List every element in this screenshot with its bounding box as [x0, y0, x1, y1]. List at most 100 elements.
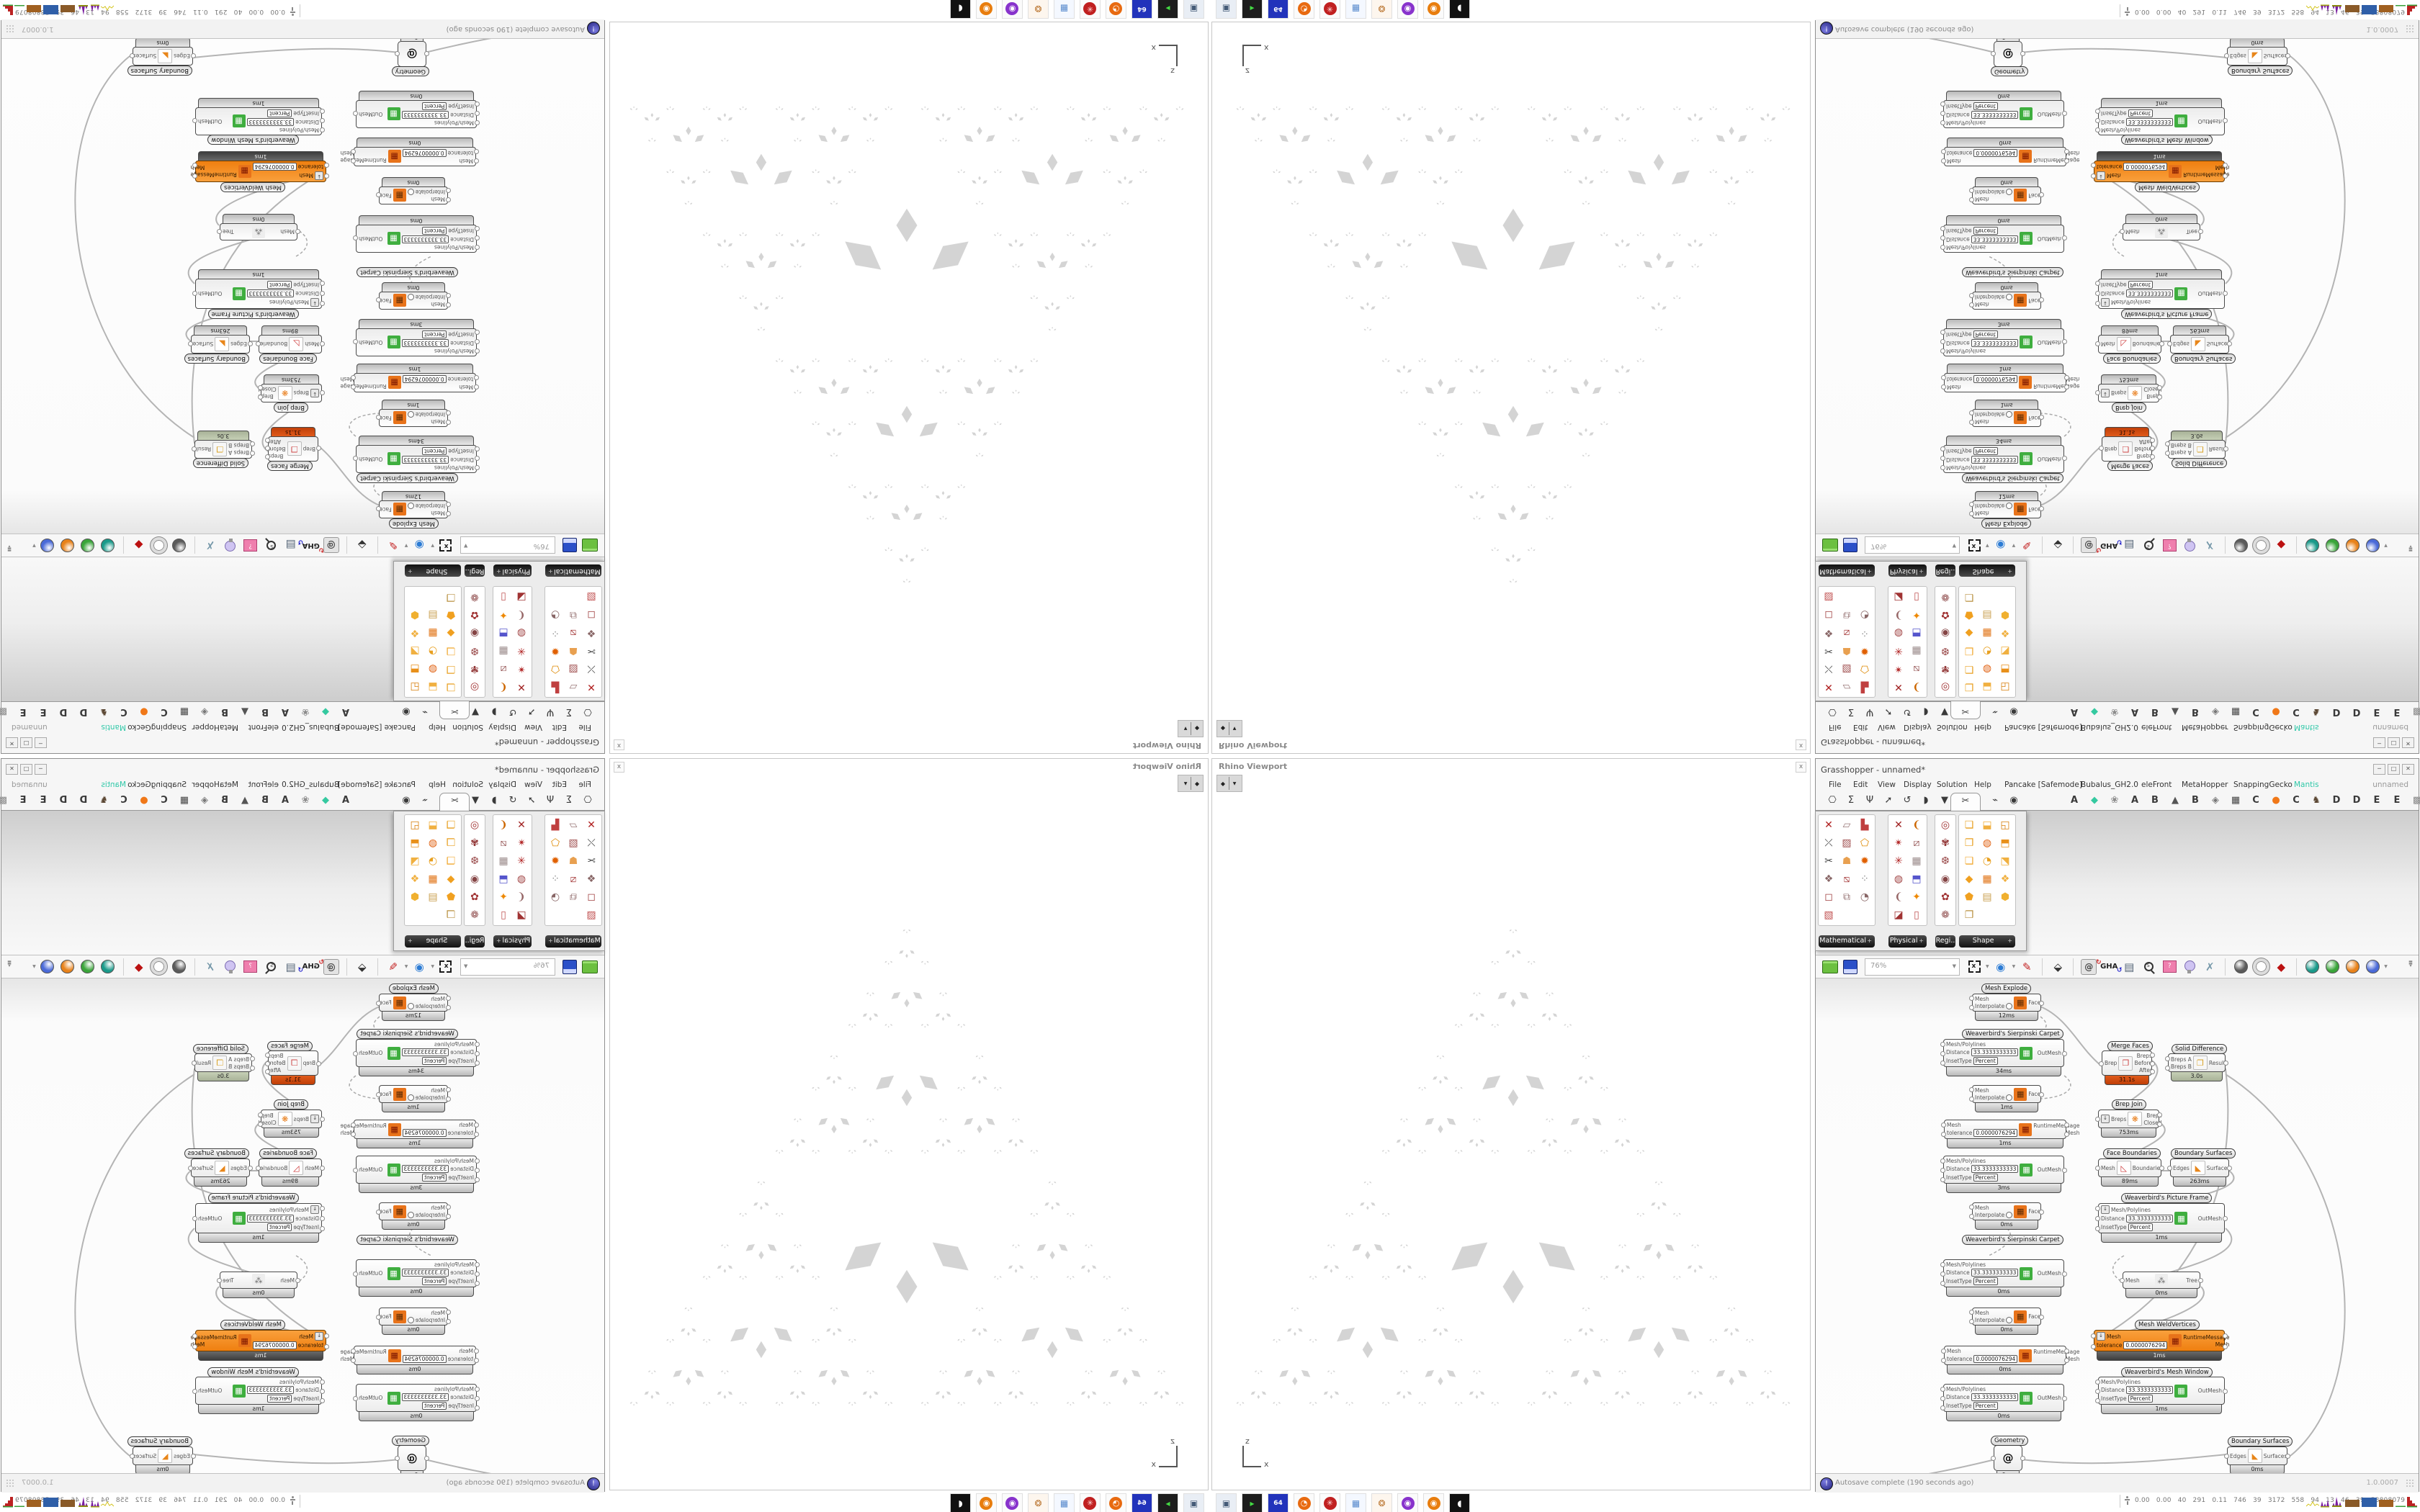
ball-green-icon[interactable]	[79, 958, 97, 976]
palette-component-icon[interactable]: ✕	[587, 681, 596, 693]
plugin-tab-9[interactable]: C	[2252, 795, 2259, 806]
node-label[interactable]: Boundary Surfaces	[127, 1436, 192, 1446]
terminal-icon[interactable]: ▸	[1242, 0, 1263, 19]
open-file-icon[interactable]	[1821, 537, 1839, 554]
menu-solution[interactable]: Solution	[452, 780, 483, 789]
viewport-mode-icon[interactable]: ◆	[1220, 725, 1226, 732]
input-port[interactable]: InsetType Percent	[247, 281, 319, 289]
chevron-down-icon[interactable]: ▼	[404, 543, 408, 548]
surface-tab[interactable]: ◗	[491, 795, 497, 806]
wire-nub[interactable]	[475, 1158, 480, 1164]
paint-app-icon[interactable]: ❂	[1371, 1493, 1392, 1512]
input-port[interactable]: Mesh	[431, 1310, 445, 1316]
plugin-tab-14[interactable]: D	[59, 795, 68, 806]
palette-category-label[interactable]: Mathematical +	[545, 935, 601, 948]
input-port[interactable]: Distance 33.3333333333	[401, 111, 474, 119]
input-port[interactable]: InsetType Percent	[2101, 109, 2173, 117]
wire-nub[interactable]	[295, 229, 300, 234]
node-label[interactable]: Weaverbird's Sierpinski Carpet	[1962, 267, 2063, 277]
node-label[interactable]: Weaverbird's Picture Frame	[207, 1193, 299, 1203]
input-port[interactable]: Mesh/Polylines	[1946, 1158, 1986, 1164]
wire-nub[interactable]	[1969, 1087, 1974, 1093]
input-port[interactable]: Mesh/Polylines	[1946, 1041, 1986, 1048]
maximize-button[interactable]: □	[2388, 737, 2400, 748]
output-port[interactable]: Boundaries	[2132, 341, 2164, 348]
palette-component-icon[interactable]: ❆	[470, 855, 479, 867]
menu-pancake[interactable]: Pancake [Safemode]	[338, 723, 416, 732]
input-port[interactable]: InsetType Percent	[402, 1402, 474, 1410]
node-label[interactable]: Weaverbird's Sierpinski Carpet	[357, 1029, 458, 1039]
palette-component-icon[interactable]: ▦	[428, 873, 438, 885]
node-label[interactable]: Geometry	[1991, 1436, 2029, 1446]
tab-selected-intersect[interactable]: ✂	[1950, 793, 1981, 811]
input-port[interactable]: Distance 33.3333333333	[1946, 1269, 2019, 1277]
input-port[interactable]: tolerance 0.0000076294	[2097, 1341, 2168, 1349]
ring-icon[interactable]	[151, 958, 168, 976]
input-port[interactable]: Mesh	[459, 158, 473, 164]
canvas-nav-widget[interactable]: ▬ ▬ ▾	[7, 544, 12, 553]
rhino-app-icon[interactable]: ◖	[950, 1493, 971, 1512]
wire-nub[interactable]	[446, 1318, 451, 1324]
wire-nub[interactable]	[475, 1060, 480, 1066]
component-bs2[interactable]: Edges ◣ Surfaces 0ms	[2224, 1446, 2290, 1473]
ball-orange-icon[interactable]	[59, 537, 76, 554]
palette-component-icon[interactable]: ⧄	[500, 663, 507, 675]
plugin-tab-2[interactable]: ❀	[2110, 795, 2119, 806]
wire-nub[interactable]	[351, 1122, 356, 1128]
palette-component-icon[interactable]: ⁘	[1860, 873, 1869, 885]
wire-nub[interactable]	[2150, 1069, 2155, 1075]
palette-component-icon[interactable]: ⬒	[498, 873, 508, 885]
component-a3[interactable]: Mesh Interpolate ▦ Faces 0ms	[376, 1202, 451, 1230]
component-mf[interactable]: Brep ❐ Breps Before After 31.1s	[2099, 427, 2155, 462]
calculator-icon[interactable]: ▦	[1054, 1493, 1075, 1512]
plugin-tab-17[interactable]: ▩	[2409, 706, 2420, 717]
wire-nub[interactable]	[446, 1213, 451, 1219]
wire-nub[interactable]	[2223, 291, 2228, 296]
save-file-icon[interactable]	[561, 537, 578, 554]
input-port[interactable]: Mesh/Polylines	[434, 1261, 474, 1268]
output-port[interactable]: Before	[268, 446, 286, 452]
terminal-icon[interactable]: ▸	[1157, 1493, 1178, 1512]
menu-display[interactable]: Display	[488, 723, 516, 732]
input-port[interactable]: Mesh	[1975, 301, 1989, 307]
palette-component-icon[interactable]: ❏	[446, 681, 456, 693]
plugin-tab-15[interactable]: E	[40, 795, 47, 806]
sphere-dark-icon[interactable]	[171, 537, 188, 554]
palette-component-icon[interactable]: ✿	[470, 891, 479, 903]
input-port[interactable]: Distance 33.3333333333	[1946, 235, 2019, 243]
palette-component-icon[interactable]: ◔	[1860, 609, 1870, 621]
input-port[interactable]: Mesh	[431, 1087, 445, 1094]
wire-nub[interactable]	[2223, 1344, 2228, 1349]
curve-tab[interactable]: ↺	[1903, 706, 1912, 717]
display-tab[interactable]: ◉	[2009, 795, 2018, 806]
plugin-tab-0[interactable]: A	[341, 706, 350, 717]
ring-icon[interactable]	[151, 537, 168, 554]
paint-app-icon[interactable]: ❂	[1028, 1493, 1049, 1512]
plugin-tab-7[interactable]: ◈	[2212, 795, 2219, 806]
wire-nub[interactable]	[1969, 1310, 1974, 1315]
output-port[interactable]: Surfaces	[133, 53, 157, 60]
input-port[interactable]: InsetType Percent	[2101, 281, 2173, 289]
save-file-icon[interactable]	[1842, 958, 1859, 976]
palette-component-icon[interactable]: ✾	[470, 837, 479, 849]
output-port[interactable]: RuntimeMessage	[2033, 157, 2080, 163]
document-icon[interactable]: ▤	[2124, 539, 2135, 552]
wire-nub[interactable]	[320, 301, 325, 306]
component-wv[interactable]: ↓ Mesh tolerance 0.0000076294 ▦ RuntimeMessag…	[2091, 1330, 2229, 1361]
palette-component-icon[interactable]: ◎	[1940, 819, 1950, 831]
palette-category-label[interactable]: Shape +	[405, 935, 461, 948]
wire-nub[interactable]	[324, 1344, 329, 1349]
wire-nub[interactable]	[2091, 1333, 2096, 1338]
palette-category-label[interactable]: Shape +	[1959, 564, 2015, 577]
palette-component-icon[interactable]: ⬠	[550, 663, 560, 675]
component-a3[interactable]: Mesh Interpolate ▦ Faces 0ms	[1969, 1202, 2044, 1230]
palette-component-icon[interactable]: ⬟	[1964, 891, 1974, 903]
palette-component-icon[interactable]: ✴	[1894, 837, 1903, 849]
output-port[interactable]: Tree	[223, 228, 234, 235]
plugin-tab-4[interactable]: B	[2151, 795, 2159, 806]
wire-nub[interactable]	[2150, 1061, 2155, 1066]
input-port[interactable]: Mesh/Polylines	[1946, 120, 1986, 126]
output-port[interactable]: Faces	[2028, 999, 2044, 1006]
grasshopper-titlebar[interactable]: Grasshopper - unnamed* ─ □ ✕	[1816, 759, 2419, 778]
palette-component-icon[interactable]: ❖	[2000, 873, 2010, 885]
